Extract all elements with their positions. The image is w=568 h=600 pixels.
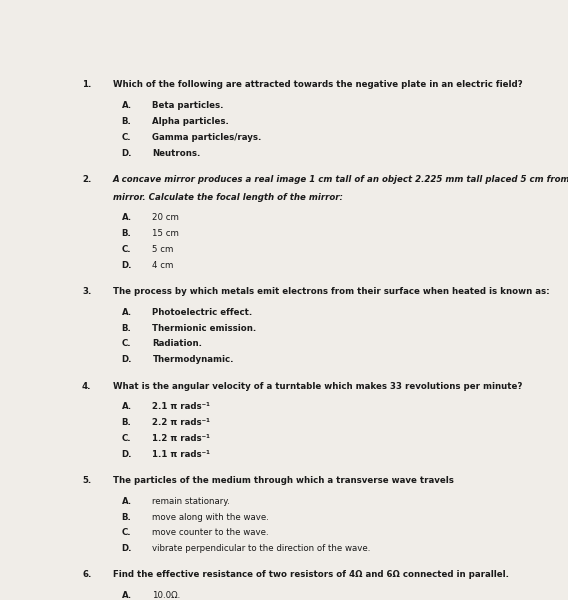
Text: 2.: 2. [82,175,91,184]
Text: 4 cm: 4 cm [152,261,174,270]
Text: 6.: 6. [82,571,91,580]
Text: 15 cm: 15 cm [152,229,179,238]
Text: Thermionic emission.: Thermionic emission. [152,323,257,332]
Text: A.: A. [122,308,132,317]
Text: 2.2 π rads⁻¹: 2.2 π rads⁻¹ [152,418,210,427]
Text: Radiation.: Radiation. [152,340,202,349]
Text: C.: C. [122,245,131,254]
Text: C.: C. [122,133,131,142]
Text: A.: A. [122,591,132,600]
Text: remain stationary.: remain stationary. [152,497,230,506]
Text: 1.2 π rads⁻¹: 1.2 π rads⁻¹ [152,434,210,443]
Text: mirror. Calculate the focal length of the mirror:: mirror. Calculate the focal length of th… [113,193,343,202]
Text: The particles of the medium through which a transverse wave travels: The particles of the medium through whic… [113,476,454,485]
Text: B.: B. [122,117,132,126]
Text: Neutrons.: Neutrons. [152,149,201,158]
Text: Photoelectric effect.: Photoelectric effect. [152,308,253,317]
Text: The process by which metals emit electrons from their surface when heated is kno: The process by which metals emit electro… [113,287,549,296]
Text: 2.1 π rads⁻¹: 2.1 π rads⁻¹ [152,402,210,411]
Text: C.: C. [122,434,131,443]
Text: Which of the following are attracted towards the negative plate in an electric f: Which of the following are attracted tow… [113,80,523,89]
Text: 5.: 5. [82,476,91,485]
Text: D.: D. [122,149,132,158]
Text: C.: C. [122,340,131,349]
Text: A.: A. [122,402,132,411]
Text: 5 cm: 5 cm [152,245,174,254]
Text: B.: B. [122,229,132,238]
Text: 4.: 4. [82,382,91,391]
Text: 1.1 π rads⁻¹: 1.1 π rads⁻¹ [152,450,210,459]
Text: B.: B. [122,512,132,521]
Text: D.: D. [122,450,132,459]
Text: 20 cm: 20 cm [152,213,179,222]
Text: vibrate perpendicular to the direction of the wave.: vibrate perpendicular to the direction o… [152,544,371,553]
Text: B.: B. [122,323,132,332]
Text: Gamma particles/rays.: Gamma particles/rays. [152,133,262,142]
Text: Alpha particles.: Alpha particles. [152,117,229,126]
Text: D.: D. [122,261,132,270]
Text: 1.: 1. [82,80,91,89]
Text: Find the effective resistance of two resistors of 4Ω and 6Ω connected in paralle: Find the effective resistance of two res… [113,571,509,580]
Text: D.: D. [122,355,132,364]
Text: 10.0Ω.: 10.0Ω. [152,591,181,600]
Text: A concave mirror produces a real image 1 cm tall of an object 2.225 mm tall plac: A concave mirror produces a real image 1… [113,175,568,184]
Text: What is the angular velocity of a turntable which makes 33 revolutions per minut: What is the angular velocity of a turnta… [113,382,522,391]
Text: Beta particles.: Beta particles. [152,101,224,110]
Text: C.: C. [122,529,131,538]
Text: move counter to the wave.: move counter to the wave. [152,529,269,538]
Text: 3.: 3. [82,287,91,296]
Text: A.: A. [122,101,132,110]
Text: A.: A. [122,213,132,222]
Text: D.: D. [122,544,132,553]
Text: B.: B. [122,418,132,427]
Text: Thermodynamic.: Thermodynamic. [152,355,234,364]
Text: A.: A. [122,497,132,506]
Text: move along with the wave.: move along with the wave. [152,512,269,521]
